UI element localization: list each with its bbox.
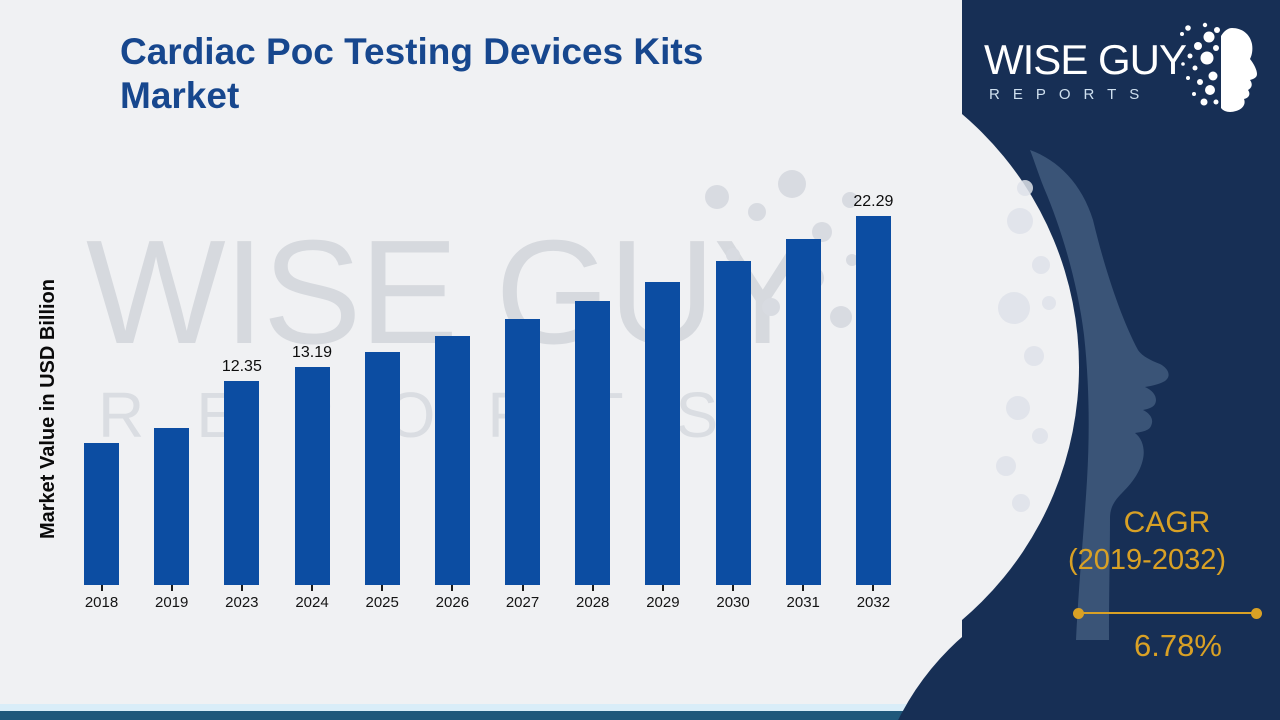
brain-dot — [1032, 256, 1050, 274]
x-axis-tick — [100, 585, 103, 591]
brand-panel: WISE GUY REPORTS CAGR (2019-2032) 6.78% — [962, 0, 1280, 720]
bar-value-label: 12.35 — [221, 358, 262, 375]
cagr-range: (2019-2032) — [1068, 544, 1226, 576]
x-tick-label: 2027 — [505, 594, 540, 611]
watermark-dot — [705, 185, 729, 209]
cagr-label: CAGR — [1123, 506, 1211, 539]
watermark-dot — [748, 203, 766, 221]
brain-dot — [1042, 296, 1056, 310]
y-axis-label: Market Value in USD Billion — [37, 278, 59, 540]
logo-wiseguy-text: WISE GUY — [984, 36, 1187, 83]
cagr-line — [1078, 612, 1256, 614]
cagr-line-right-dot — [1251, 608, 1262, 619]
bar: 2026 — [434, 336, 470, 611]
bottom-lightblue-line — [0, 704, 1280, 711]
bar: 2031 — [785, 239, 821, 611]
bar-chart: 2018 2019 12.35 2023 13.19 2024 2025 2026 2027 20… — [84, 193, 893, 611]
brain-dot — [1017, 180, 1033, 196]
x-axis-tick — [591, 585, 594, 591]
bottom-teal-bar — [0, 711, 1280, 720]
x-axis-tick — [872, 585, 875, 591]
bar-value-label: 13.19 — [291, 344, 333, 361]
x-tick-label: 2023 — [225, 594, 259, 611]
logo-head-icon — [1180, 22, 1257, 112]
x-axis-tick — [381, 585, 384, 591]
brain-dot — [1032, 428, 1048, 444]
x-axis-tick — [521, 585, 524, 591]
watermark-dot — [762, 298, 780, 316]
brain-dot — [1012, 494, 1030, 512]
bar: 2019 — [154, 428, 190, 611]
x-axis-tick — [451, 585, 454, 591]
x-tick-label: 2029 — [646, 594, 680, 611]
brain-dot — [998, 292, 1030, 324]
bar: 2027 — [505, 319, 541, 611]
watermark-dot — [726, 248, 740, 262]
x-tick-label: 2025 — [365, 594, 399, 611]
x-axis-tick — [661, 585, 664, 591]
bar: 2030 — [715, 261, 751, 611]
x-axis-tick — [240, 585, 243, 591]
x-tick-label: 2018 — [84, 594, 119, 611]
x-tick-label: 2030 — [716, 594, 750, 611]
watermark-dot — [830, 306, 852, 328]
bar: 12.35 2023 — [222, 358, 262, 611]
logo-reports-text: REPORTS — [989, 86, 1153, 103]
brain-dot — [996, 456, 1016, 476]
watermark-reports-text: REPORTS — [98, 378, 770, 452]
bar: 2028 — [575, 301, 611, 611]
bar: 2029 — [645, 282, 681, 611]
bar: 2018 — [84, 443, 119, 611]
bar: 2025 — [364, 352, 400, 611]
chart-title: Cardiac Poc Testing Devices Kits Market — [120, 31, 704, 116]
brain-dot — [1007, 208, 1033, 234]
watermark-dot — [846, 254, 858, 266]
watermark-dot — [812, 222, 832, 242]
x-tick-label: 2019 — [154, 594, 189, 611]
brain-dot — [1024, 346, 1044, 366]
x-tick-label: 2024 — [295, 594, 329, 611]
x-tick-label: 2031 — [786, 594, 820, 611]
x-axis-tick — [732, 585, 735, 591]
bar: 22.29 2032 — [853, 193, 893, 611]
watermark-dot — [842, 192, 858, 208]
brain-dot — [1006, 396, 1030, 420]
bar-value-label: 22.29 — [853, 193, 894, 210]
cagr-value: 6.78% — [1134, 628, 1222, 663]
x-axis-tick — [170, 585, 173, 591]
head-profile-silhouette — [1030, 150, 1169, 640]
bar: 13.19 2024 — [292, 344, 332, 611]
x-axis-tick — [802, 585, 805, 591]
x-axis-tick — [311, 585, 314, 591]
x-tick-label: 2026 — [435, 594, 470, 611]
x-tick-label: 2028 — [576, 594, 610, 611]
x-tick-label: 2032 — [856, 594, 891, 611]
watermark-dot — [778, 170, 806, 198]
